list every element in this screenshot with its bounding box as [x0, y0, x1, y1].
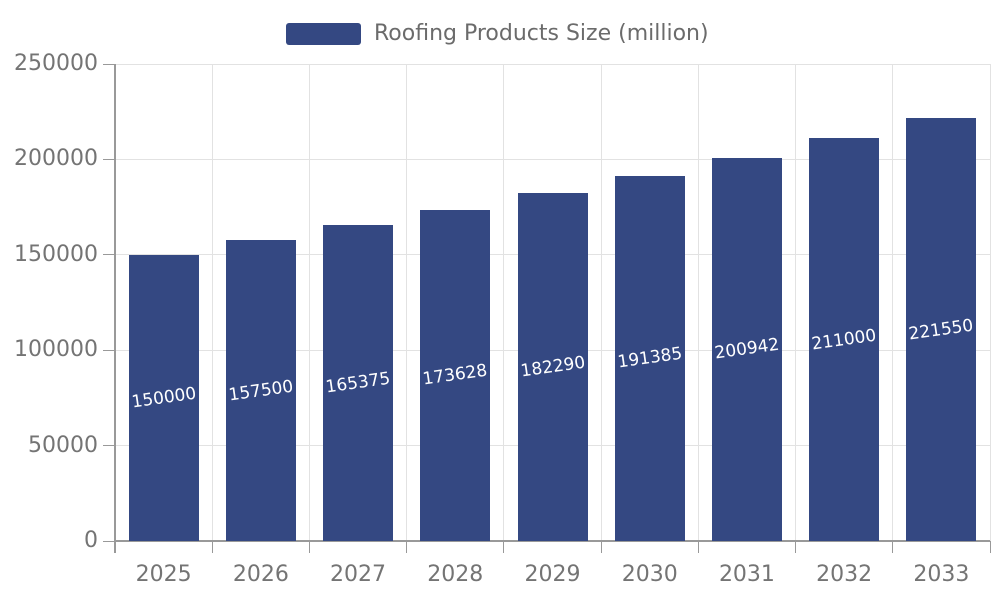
y-axis-label: 200000	[14, 146, 98, 172]
x-axis-label: 2033	[913, 562, 970, 587]
x-axis-label: 2032	[816, 562, 873, 587]
y-tick	[103, 540, 115, 542]
y-axis-label: 250000	[14, 51, 98, 76]
x-axis-label: 2031	[718, 562, 775, 587]
bar-2031[interactable]: 200942	[711, 157, 782, 541]
x-gridline	[211, 64, 213, 541]
legend-label: Roofing Products Size (million)	[374, 21, 709, 46]
x-axis-label: 2026	[232, 562, 289, 587]
x-gridline	[600, 64, 602, 541]
x-axis-line	[114, 540, 990, 542]
y-axis-label: 150000	[14, 241, 98, 267]
y-tick	[103, 158, 115, 160]
bar-2025[interactable]: 150000	[128, 254, 199, 541]
bar-value-label: 221550	[907, 315, 975, 345]
x-tick	[989, 541, 991, 553]
x-axis-label: 2029	[524, 562, 581, 587]
y-axis-line	[114, 64, 116, 553]
x-tick	[697, 541, 699, 553]
x-tick	[795, 541, 797, 553]
x-gridline	[503, 64, 505, 541]
y-gridline	[115, 158, 990, 160]
bar-value-label: 211000	[810, 325, 878, 355]
bar-value-label: 165375	[324, 368, 392, 398]
bar-2033[interactable]: 221550	[906, 118, 977, 541]
x-gridline	[892, 64, 894, 541]
bar-value-label: 150000	[130, 383, 198, 413]
bar-value-label: 182290	[518, 352, 587, 382]
bar-value-label: 191385	[616, 343, 684, 373]
x-tick	[406, 541, 408, 553]
bar-value-label: 157500	[227, 376, 295, 406]
x-axis-label: 2025	[135, 562, 192, 587]
bar-value-label: 200942	[713, 334, 781, 364]
bar-2027[interactable]: 165375	[323, 225, 394, 541]
bar-2026[interactable]: 157500	[225, 240, 296, 541]
bar-value-label: 173628	[421, 360, 489, 390]
x-axis-label: 2030	[621, 562, 678, 587]
x-gridline	[406, 64, 408, 541]
y-tick	[103, 349, 115, 351]
x-tick	[600, 541, 602, 553]
x-tick	[211, 541, 213, 553]
x-gridline	[989, 64, 991, 541]
x-gridline	[308, 64, 310, 541]
y-axis-label: 0	[84, 528, 98, 553]
x-tick	[503, 541, 505, 553]
x-gridline	[697, 64, 699, 541]
x-tick	[308, 541, 310, 553]
y-tick	[103, 445, 115, 447]
y-tick	[103, 254, 115, 256]
bar-2028[interactable]: 173628	[420, 209, 491, 541]
x-gridline	[795, 64, 797, 541]
y-tick	[103, 63, 115, 65]
legend[interactable]: Roofing Products Size (million)	[286, 22, 709, 46]
bar-2032[interactable]: 211000	[809, 138, 880, 541]
y-gridline	[115, 63, 990, 65]
x-axis-label: 2028	[427, 562, 484, 587]
y-axis-label: 100000	[14, 337, 98, 363]
bar-2029[interactable]: 182290	[517, 193, 588, 541]
x-axis-label: 2027	[330, 562, 387, 587]
bar-2030[interactable]: 191385	[614, 175, 685, 541]
legend-marker[interactable]	[286, 23, 361, 45]
y-axis-label: 50000	[28, 432, 98, 458]
x-tick	[892, 541, 894, 553]
